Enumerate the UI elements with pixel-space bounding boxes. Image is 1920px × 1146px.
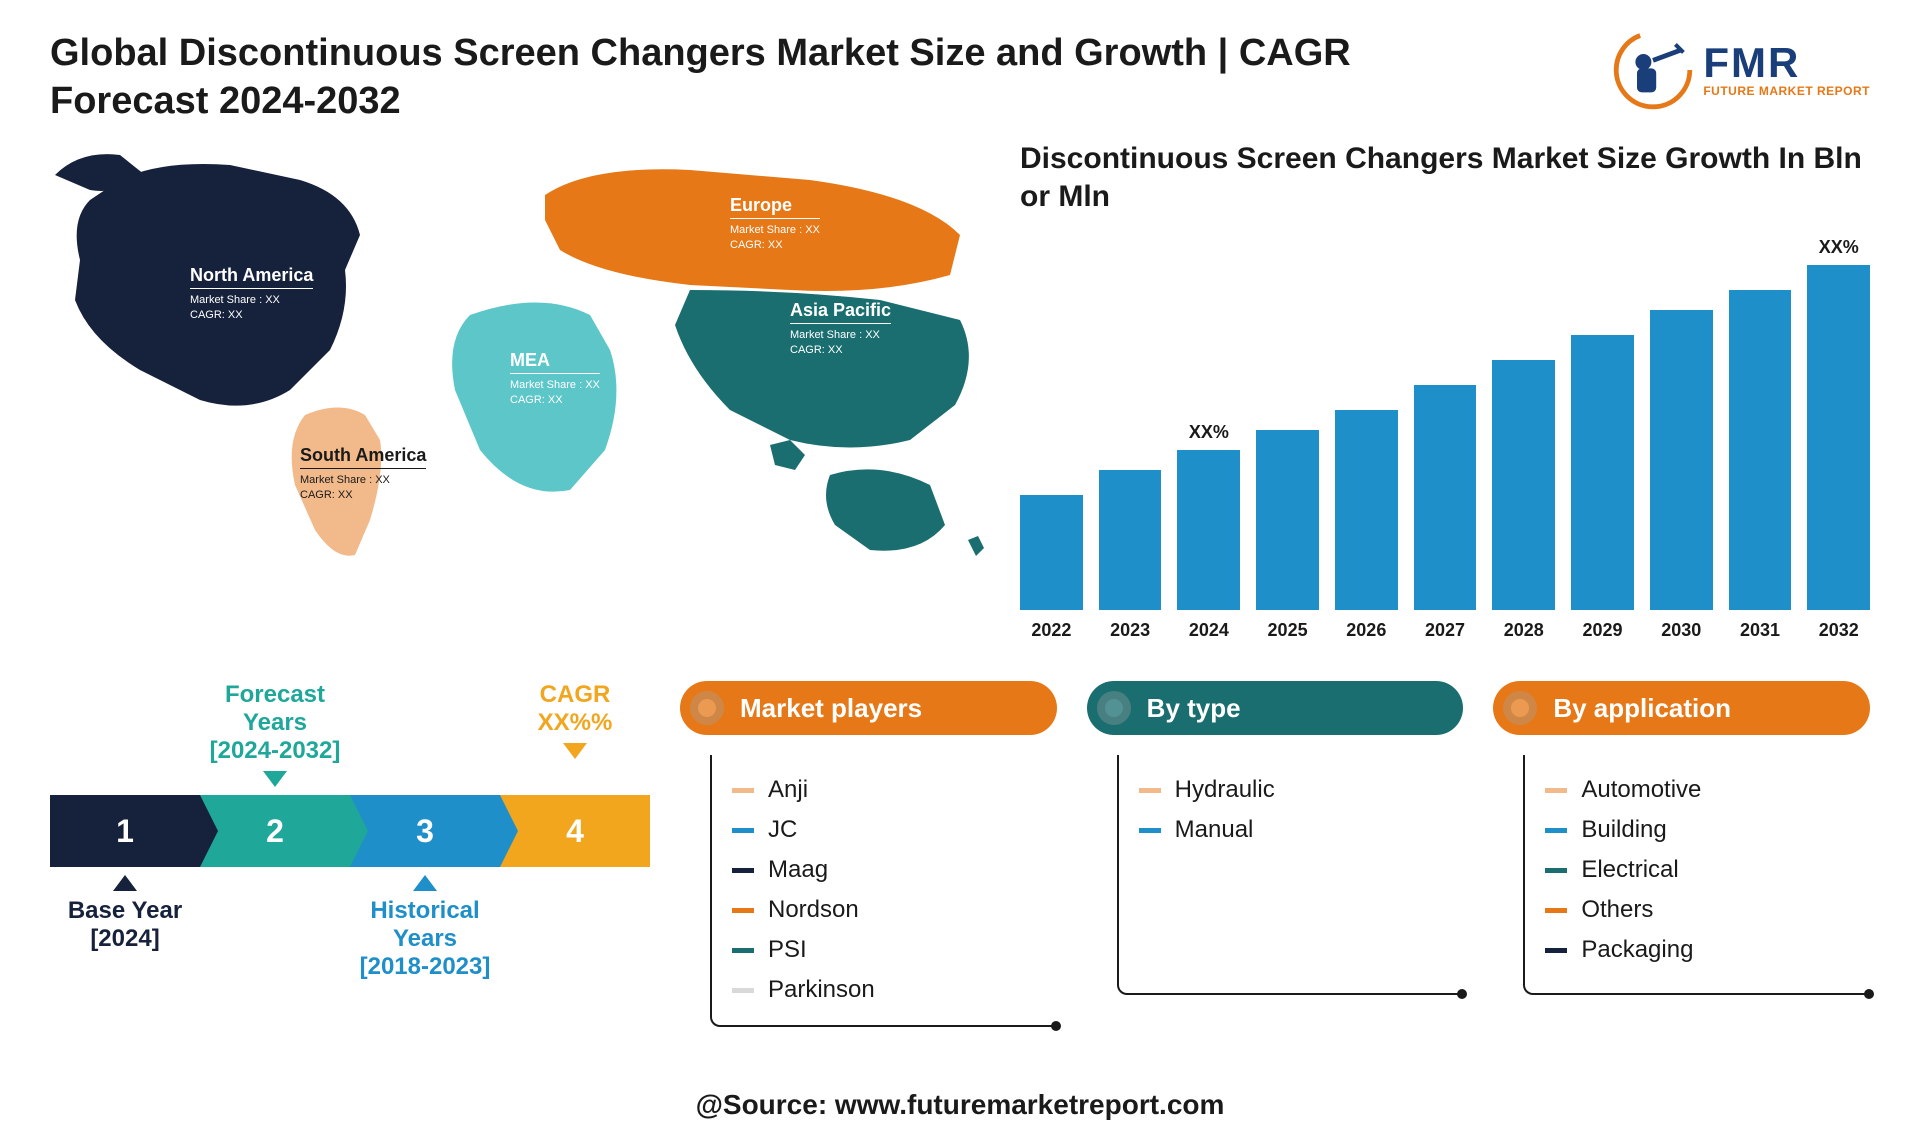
- category-market-players: Market players AnjiJCMaagNordsonPSIParkin…: [680, 681, 1057, 1027]
- logo: FMR FUTURE MARKET REPORT: [1613, 30, 1870, 110]
- list-item: Anji: [732, 770, 1047, 810]
- category-list: AutomotiveBuildingElectricalOthersPackag…: [1523, 755, 1870, 995]
- list-item: Hydraulic: [1139, 770, 1454, 810]
- category-pill: By type: [1087, 681, 1464, 735]
- logo-text-main: FMR: [1703, 42, 1870, 84]
- timeline-cell-3: 3: [350, 795, 500, 867]
- source-attribution: @Source: www.futuremarketreport.com: [696, 1089, 1225, 1121]
- category-pill: Market players: [680, 681, 1057, 735]
- bar-chart: Discontinuous Screen Changers Market Siz…: [1020, 140, 1870, 641]
- bar-2027: 2027: [1414, 385, 1477, 641]
- category-pill: By application: [1493, 681, 1870, 735]
- bar-2023: 2023: [1099, 470, 1162, 641]
- timeline-cell-1: 1: [50, 795, 200, 867]
- chart-bars: 2022 20232024XX% 2025 2026 20272028 2029 2030 2…: [1020, 225, 1870, 641]
- forecast-label: Forecast Years [2024-2032]: [200, 681, 350, 787]
- cagr-label: CAGR XX%%: [500, 681, 650, 787]
- bar-2024: 2024XX%: [1177, 450, 1240, 641]
- list-item: Parkinson: [732, 970, 1047, 1010]
- timeline: Forecast Years [2024-2032] CAGR XX%% 123…: [50, 681, 650, 981]
- list-item: Nordson: [732, 890, 1047, 930]
- timeline-cell-2: 2: [200, 795, 350, 867]
- list-item: PSI: [732, 930, 1047, 970]
- page-title: Global Discontinuous Screen Changers Mar…: [50, 30, 1450, 125]
- category-by-application: By application AutomotiveBuildingElectric…: [1493, 681, 1870, 1027]
- list-item: Maag: [732, 850, 1047, 890]
- category-list: AnjiJCMaagNordsonPSIParkinson: [710, 755, 1057, 1027]
- region-label-sa: South AmericaMarket Share : XXCAGR: XX: [300, 445, 426, 504]
- bar-2031: 2031: [1729, 290, 1792, 641]
- list-item: Packaging: [1545, 930, 1860, 970]
- list-item: Electrical: [1545, 850, 1860, 890]
- timeline-bar: 1234: [50, 795, 650, 867]
- region-label-mea: MEAMarket Share : XXCAGR: XX: [510, 350, 600, 409]
- region-label-na: North AmericaMarket Share : XXCAGR: XX: [190, 265, 313, 324]
- historical-label: Historical Years [2018-2023]: [350, 875, 500, 981]
- bar-2026: 2026: [1335, 410, 1398, 641]
- bar-2028: 2028: [1492, 360, 1555, 641]
- logo-text-sub: FUTURE MARKET REPORT: [1703, 84, 1870, 98]
- timeline-cell-4: 4: [500, 795, 650, 867]
- fmr-logo-icon: [1613, 30, 1693, 110]
- bar-2030: 2030: [1650, 310, 1713, 641]
- top-section: North AmericaMarket Share : XXCAGR: XX So…: [50, 140, 1870, 641]
- region-label-eu: EuropeMarket Share : XXCAGR: XX: [730, 195, 820, 254]
- bottom-section: Forecast Years [2024-2032] CAGR XX%% 123…: [50, 681, 1870, 1027]
- chart-title: Discontinuous Screen Changers Market Siz…: [1020, 140, 1870, 215]
- bar-2025: 2025: [1256, 430, 1319, 641]
- list-item: Others: [1545, 890, 1860, 930]
- base-year-label: Base Year [2024]: [50, 875, 200, 981]
- world-map: North AmericaMarket Share : XXCAGR: XX So…: [50, 140, 1000, 570]
- category-columns: Market players AnjiJCMaagNordsonPSIParkin…: [680, 681, 1870, 1027]
- bar-2029: 2029: [1571, 335, 1634, 641]
- list-item: Building: [1545, 810, 1860, 850]
- header: Global Discontinuous Screen Changers Mar…: [50, 30, 1870, 125]
- list-item: Manual: [1139, 810, 1454, 850]
- region-label-ap: Asia PacificMarket Share : XXCAGR: XX: [790, 300, 891, 359]
- bar-2032: 2032XX%: [1807, 265, 1870, 641]
- list-item: JC: [732, 810, 1047, 850]
- bar-2022: 2022: [1020, 495, 1083, 641]
- list-item: Automotive: [1545, 770, 1860, 810]
- category-by-type: By type HydraulicManual: [1087, 681, 1464, 1027]
- category-list: HydraulicManual: [1117, 755, 1464, 995]
